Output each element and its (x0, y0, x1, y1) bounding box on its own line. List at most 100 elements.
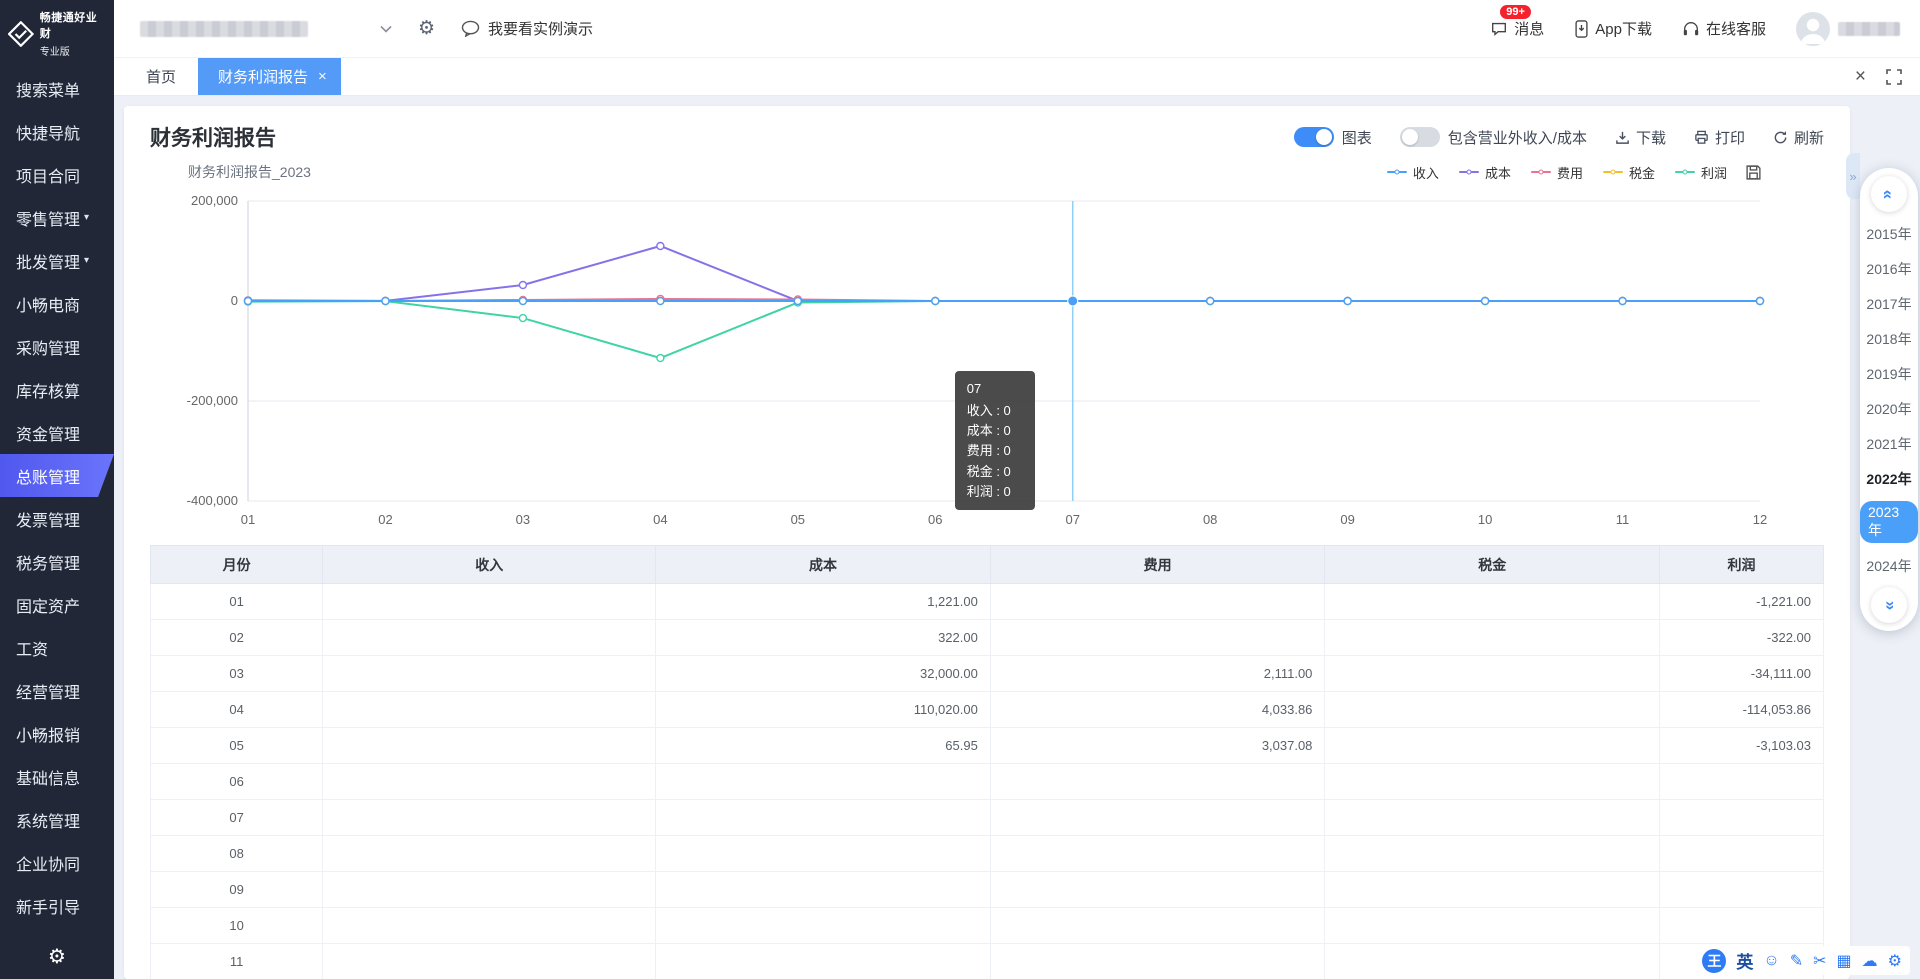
sidebar-item-12[interactable]: 税务管理 (16, 555, 81, 573)
year-option-2021[interactable]: 2021年 (1866, 435, 1912, 452)
year-option-2016[interactable]: 2016年 (1866, 260, 1912, 277)
logo-icon (8, 20, 34, 47)
year-option-2019[interactable]: 2019年 (1866, 365, 1912, 382)
messages-button[interactable]: 99+ 消息 (1490, 5, 1544, 39)
legend-item[interactable]: 收入 (1386, 163, 1439, 182)
sidebar-menu: 搜索菜单快捷导航项目合同零售管理 ▾ 批发管理 ▾ 小畅电商采购管理库存核算资金管理总账… (0, 67, 114, 927)
line-chart[interactable]: 200,000 0 -200,000 -400,000 01 02 03 04 05 06 07 08… (160, 186, 1840, 531)
sidebar-item-14[interactable]: 工资 (16, 641, 49, 659)
sidebar-item-19[interactable]: 企业协同 (16, 856, 81, 874)
ime-keyboard-icon[interactable]: ▦ (1836, 952, 1852, 970)
ime-pen-icon[interactable]: ✎ (1789, 952, 1804, 970)
svg-text:-400,000: -400,000 (187, 493, 238, 508)
sidebar-item-17[interactable]: 基础信息 (16, 770, 81, 788)
chart-toggle-switch[interactable] (1293, 127, 1334, 147)
save-image-icon[interactable] (1745, 164, 1762, 181)
print-button[interactable]: 打印 (1694, 127, 1745, 148)
scroll-years-up-button[interactable]: « (1871, 176, 1907, 212)
legend-item[interactable]: 税金 (1602, 163, 1655, 182)
demo-link[interactable]: 我要看实例演示 (461, 18, 593, 39)
legend-item[interactable]: 利润 (1674, 163, 1727, 182)
year-option-2024[interactable]: 2024年 (1866, 557, 1912, 574)
sidebar-item-4[interactable]: 零售管理 ▾ (16, 211, 90, 229)
month-cell: 11 (149, 943, 324, 979)
app-download-button[interactable]: App下载 (1574, 18, 1652, 39)
month-cell: 02 (149, 619, 324, 656)
value-cell (1324, 835, 1661, 872)
sidebar-item-18[interactable]: 系统管理 (16, 813, 81, 831)
value-cell: 3,037.08 (989, 727, 1326, 764)
sidebar-item-3[interactable]: 项目合同 (16, 168, 81, 186)
close-tab-icon[interactable]: × (318, 68, 327, 85)
sidebar-item-10[interactable]: 总账管理 (0, 454, 114, 497)
sidebar-item-13[interactable]: 固定资产 (16, 598, 81, 616)
sidebar-item-16[interactable]: 小畅报销 (16, 727, 81, 745)
ime-language-mode[interactable]: 英 (1736, 953, 1754, 972)
sidebar-item-2[interactable]: 快捷导航 (16, 125, 81, 143)
year-option-2018[interactable]: 2018年 (1866, 330, 1912, 347)
sidebar-item-5[interactable]: 批发管理 ▾ (16, 254, 90, 272)
month-cell: 01 (149, 583, 324, 620)
input-method-toolbar[interactable]: 王英 ☺ ✎ ✂ ▦ ☁ ⚙ (1694, 946, 1910, 975)
legend-item[interactable]: 费用 (1530, 163, 1583, 182)
value-cell (1324, 655, 1661, 692)
table-row: 10 (149, 907, 1824, 944)
value-cell (322, 799, 657, 836)
svg-text:10: 10 (1478, 512, 1492, 526)
table-row: 08 (149, 835, 1824, 872)
scroll-years-down-button[interactable]: « (1871, 587, 1907, 623)
year-option-2020[interactable]: 2020年 (1866, 400, 1912, 417)
month-cell: 10 (149, 907, 324, 944)
speech-bubble-icon (461, 20, 480, 37)
year-option-2017[interactable]: 2017年 (1866, 295, 1912, 312)
chart-toggle[interactable]: 图表 (1293, 127, 1372, 148)
value-cell (322, 691, 657, 728)
content-area: 财务利润报告 图表 包含营业外收入/成本 (114, 96, 1920, 979)
sidebar-item-11[interactable]: 发票管理 (16, 512, 81, 530)
year-panel-collapse-handle[interactable]: » (1846, 153, 1860, 199)
tab-home[interactable]: 首页 (146, 69, 177, 86)
value-cell (1659, 907, 1824, 944)
org-select-dropdown[interactable] (140, 20, 392, 37)
ime-smiley-icon[interactable]: ☺ (1763, 951, 1780, 969)
refresh-icon (1774, 130, 1787, 143)
refresh-button[interactable]: 刷新 (1773, 127, 1824, 148)
sidebar-item-7[interactable]: 采购管理 (16, 340, 81, 358)
sidebar-item-15[interactable]: 经营管理 (16, 684, 81, 702)
table-row: 11 (149, 943, 1824, 979)
sidebar-item-6[interactable]: 小畅电商 (16, 297, 81, 315)
tabbar-actions: × (1855, 58, 1920, 95)
close-all-tabs-icon[interactable]: × (1854, 66, 1866, 87)
nonoperating-toggle-switch[interactable] (1399, 127, 1440, 147)
sidebar-item-20[interactable]: 新手引导 (16, 899, 81, 917)
ime-scissors-icon[interactable]: ✂ (1813, 952, 1827, 970)
support-button[interactable]: 在线客服 (1682, 18, 1766, 39)
table-row: 02 322.00 -322.00 (149, 619, 1824, 656)
user-account[interactable] (1796, 11, 1900, 46)
tab-financial-profit-report[interactable]: 财务利润报告 × (198, 58, 341, 95)
table-row: 01 1,221.00 -1,221.00 (149, 583, 1824, 620)
chart-legend: 收入 成本 费用 税金 利润 (1386, 163, 1727, 182)
sidebar-gear-icon[interactable]: ⚙ (48, 946, 66, 968)
fullscreen-icon[interactable] (1886, 68, 1902, 85)
ime-settings-icon[interactable]: ⚙ (1887, 952, 1902, 970)
year-option-2022[interactable]: 2022年 (1866, 470, 1912, 487)
ime-logo[interactable]: 王 (1702, 948, 1727, 973)
year-option-2015[interactable]: 2015年 (1866, 225, 1912, 242)
sidebar-item-1[interactable]: 搜索菜单 (16, 82, 81, 100)
legend-item[interactable]: 成本 (1458, 163, 1511, 182)
sidebar-item-9[interactable]: 资金管理 (16, 426, 81, 444)
year-option-2023[interactable]: 2023年 (1860, 501, 1918, 543)
value-cell: 2,111.00 (989, 655, 1326, 692)
sidebar-item-8[interactable]: 库存核算 (16, 383, 81, 401)
avatar (1796, 11, 1830, 46)
value-cell: 110,020.00 (655, 691, 991, 728)
value-cell: 1,221.00 (655, 583, 991, 620)
download-button[interactable]: 下载 (1615, 127, 1666, 148)
topbar-gear-icon[interactable]: ⚙ (418, 18, 436, 39)
nonoperating-toggle[interactable]: 包含营业外收入/成本 (1399, 127, 1587, 148)
page-title: 财务利润报告 (150, 127, 276, 150)
ime-cloud-icon[interactable]: ☁ (1861, 952, 1878, 970)
